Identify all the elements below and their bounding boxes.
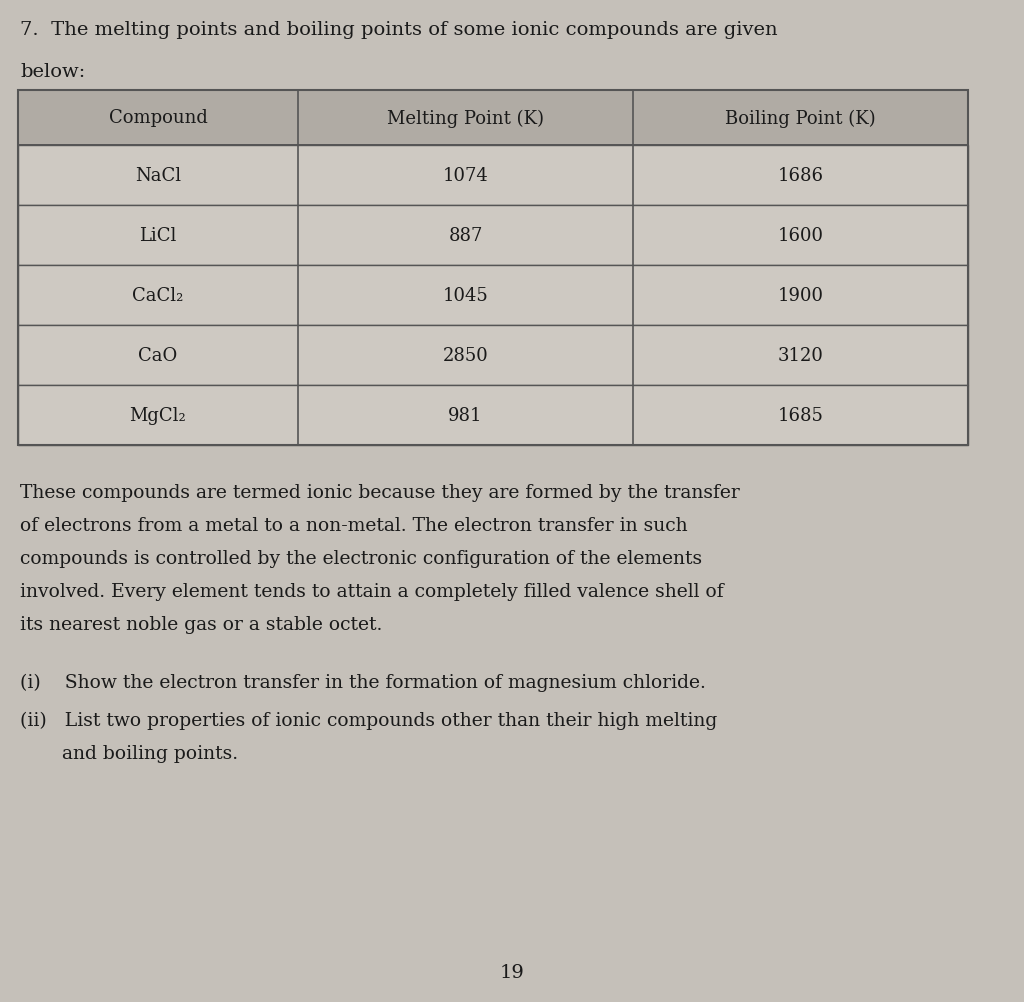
Text: 1074: 1074	[442, 167, 488, 184]
Bar	[18, 91, 968, 446]
Text: compounds is controlled by the electronic configuration of the elements: compounds is controlled by the electroni…	[20, 549, 702, 567]
Text: of electrons from a metal to a non-metal. The electron transfer in such: of electrons from a metal to a non-metal…	[20, 516, 688, 534]
Text: CaO: CaO	[138, 347, 177, 365]
Text: These compounds are termed ionic because they are formed by the transfer: These compounds are termed ionic because…	[20, 484, 739, 501]
Text: Melting Point (K): Melting Point (K)	[387, 109, 544, 127]
Text: involved. Every element tends to attain a completely filled valence shell of: involved. Every element tends to attain …	[20, 582, 724, 600]
Text: 1900: 1900	[777, 287, 823, 305]
Bar	[18, 266, 968, 326]
Text: NaCl: NaCl	[135, 167, 181, 184]
Text: Boiling Point (K): Boiling Point (K)	[725, 109, 876, 127]
Text: (i)    Show the electron transfer in the formation of magnesium chloride.: (i) Show the electron transfer in the fo…	[20, 673, 706, 691]
Text: 1685: 1685	[777, 407, 823, 425]
Text: Compound: Compound	[109, 109, 208, 127]
Bar	[18, 146, 968, 205]
Text: CaCl₂: CaCl₂	[132, 287, 183, 305]
Text: LiCl: LiCl	[139, 226, 177, 244]
Text: (ii)   List two properties of ionic compounds other than their high melting: (ii) List two properties of ionic compou…	[20, 711, 717, 729]
Text: below:: below:	[20, 63, 85, 81]
Bar	[18, 91, 968, 146]
Bar	[18, 386, 968, 446]
Text: 1045: 1045	[442, 287, 488, 305]
Text: 887: 887	[449, 226, 482, 244]
Text: and boiling points.: and boiling points.	[20, 744, 239, 763]
Text: its nearest noble gas or a stable octet.: its nearest noble gas or a stable octet.	[20, 615, 382, 633]
Text: 1686: 1686	[777, 167, 823, 184]
Text: MgCl₂: MgCl₂	[130, 407, 186, 425]
Bar	[18, 326, 968, 386]
Bar	[18, 205, 968, 266]
Text: 7.  The melting points and boiling points of some ionic compounds are given: 7. The melting points and boiling points…	[20, 21, 777, 39]
Text: 2850: 2850	[442, 347, 488, 365]
Text: 981: 981	[449, 407, 482, 425]
Text: 19: 19	[500, 963, 524, 981]
Text: 1600: 1600	[777, 226, 823, 244]
Text: 3120: 3120	[777, 347, 823, 365]
